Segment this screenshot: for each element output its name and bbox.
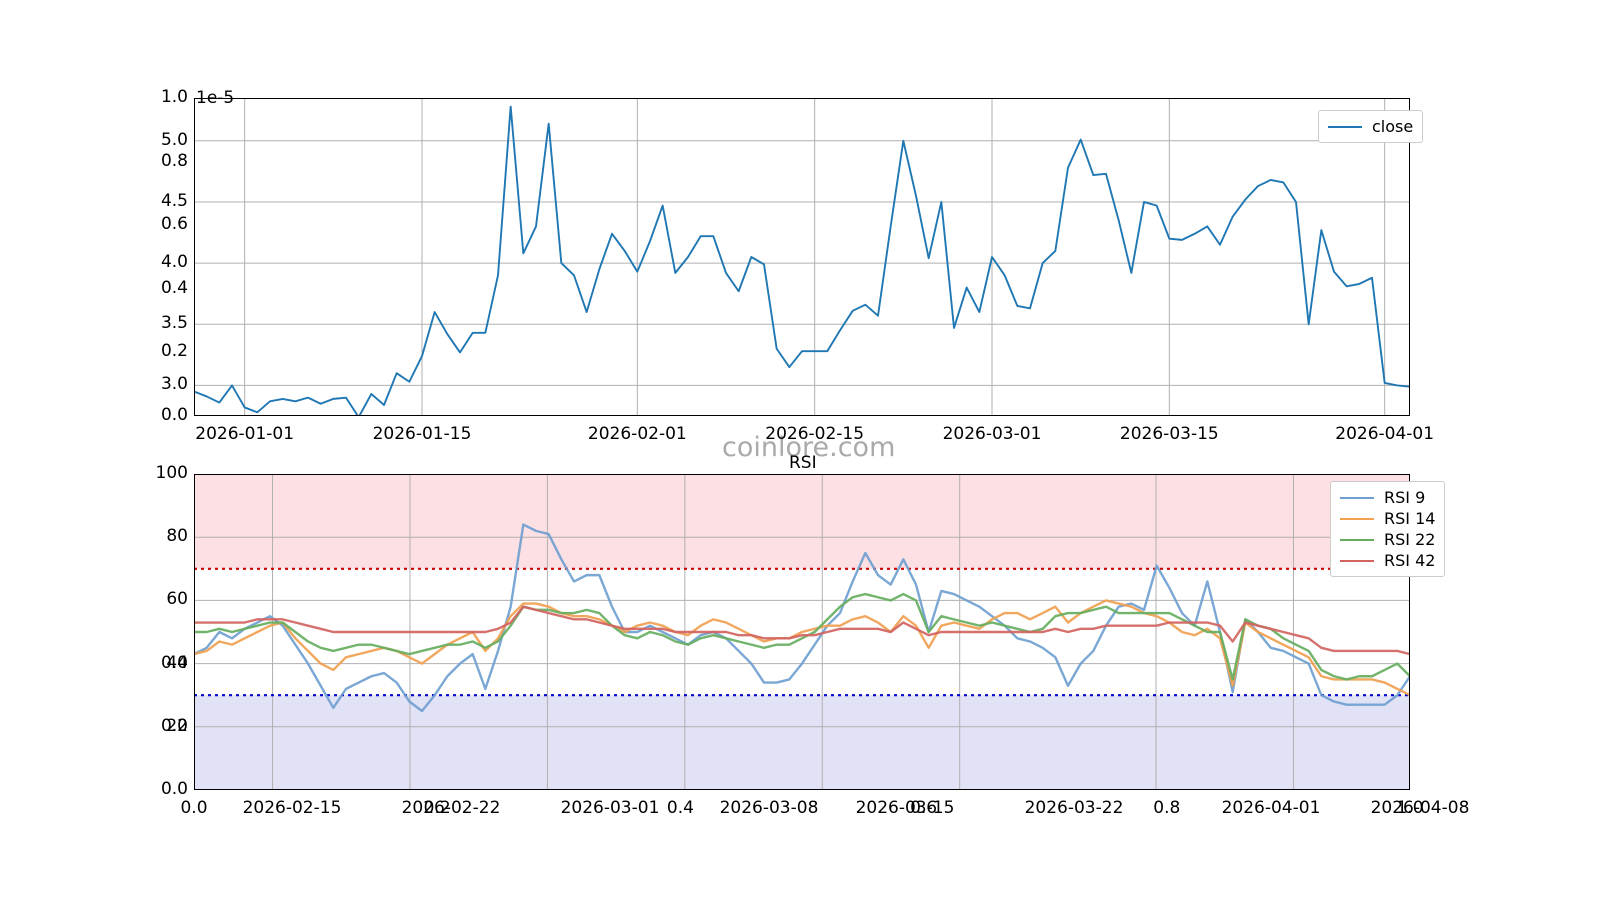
price-xtick-2026-02-01: 2026-02-01: [587, 424, 687, 444]
legend-label: RSI 9: [1384, 488, 1426, 507]
price-chart-panel: [194, 98, 1410, 416]
legend-line-swatch: [1340, 496, 1374, 499]
price-xtick-2026-03-01: 2026-03-01: [942, 424, 1042, 444]
legend-line-swatch: [1340, 559, 1374, 562]
rsi-xtick-2026-02-15: 2026-02-15: [242, 798, 342, 818]
rsi-ytick-alt-0.2: 0.2: [160, 715, 188, 736]
price-xtick-2026-01-01: 2026-01-01: [195, 424, 295, 444]
rsi-plot-area: [194, 474, 1410, 790]
legend-item-rsi-9[interactable]: RSI 9: [1340, 487, 1435, 508]
rsi-xtick-2026-02-22: 2026-02-22: [401, 798, 501, 818]
price-ytick-alt-0.8: 0.8: [160, 150, 188, 171]
rsi-xtick-num-1.0: 1.0: [1396, 798, 1424, 818]
price-xtick-2026-04-01: 2026-04-01: [1335, 424, 1435, 444]
price-xtick-2026-03-15: 2026-03-15: [1119, 424, 1219, 444]
rsi-xtick-2026-03-01: 2026-03-01: [560, 798, 660, 818]
rsi-axes-frame: [194, 474, 1410, 790]
price-ytick-4.5: 4.5: [160, 190, 188, 211]
legend-item-close[interactable]: close: [1328, 116, 1413, 137]
legend-label: close: [1372, 117, 1414, 136]
price-ytick-4.0: 4.0: [160, 252, 188, 273]
rsi-legend[interactable]: RSI 9 RSI 14 RSI 22 RSI 42: [1330, 481, 1446, 577]
rsi-xtick-2026-04-01: 2026-04-01: [1221, 798, 1321, 818]
rsi-xtick-num-0.0: 0.0: [180, 798, 208, 818]
price-ytick-alt-0.2: 0.2: [160, 341, 188, 362]
legend-label: RSI 22: [1384, 530, 1436, 549]
price-ytick-3.5: 3.5: [160, 313, 188, 334]
price-ytick-alt-1.0: 1.0: [160, 87, 188, 107]
price-ytick-5.0: 5.0: [160, 129, 188, 150]
rsi-xtick-2026-03-22: 2026-03-22: [1024, 798, 1124, 818]
legend-label: RSI 42: [1384, 551, 1436, 570]
rsi-ytick-alt-0.4: 0.4: [160, 652, 188, 673]
rsi-xtick-num-0.8: 0.8: [1153, 798, 1181, 818]
price-legend[interactable]: close: [1318, 110, 1424, 143]
price-axes-frame: [194, 98, 1410, 416]
legend-item-rsi-14[interactable]: RSI 14: [1340, 508, 1435, 529]
rsi-xtick-2026-04-08: 2026-04-08: [1370, 798, 1470, 818]
price-xtick-2026-01-15: 2026-01-15: [372, 424, 472, 444]
rsi-panel-title: RSI: [789, 453, 817, 473]
watermark-coinlore: coinlore.com: [722, 432, 896, 463]
legend-line-swatch: [1328, 125, 1362, 128]
rsi-ytick-80: 80: [166, 526, 188, 547]
price-plot-area: [194, 98, 1410, 416]
price-ytick-alt-0.4: 0.4: [160, 277, 188, 298]
rsi-chart-panel: [194, 474, 1410, 790]
rsi-xtick-num-0.2: 0.2: [423, 798, 451, 818]
legend-item-rsi-42[interactable]: RSI 42: [1340, 550, 1435, 571]
rsi-xtick-num-0.6: 0.6: [910, 798, 938, 818]
rsi-ytick-100: 100: [155, 463, 188, 483]
legend-line-swatch: [1340, 538, 1374, 541]
rsi-ytick-alt-0.0: 0.0: [160, 779, 188, 799]
legend-label: RSI 14: [1384, 509, 1436, 528]
rsi-ytick-20: 20: [166, 715, 188, 736]
rsi-xtick-num-0.4: 0.4: [666, 798, 694, 818]
price-ytick-alt-0.6: 0.6: [160, 214, 188, 235]
rsi-xtick-2026-03-08: 2026-03-08: [719, 798, 819, 818]
legend-line-swatch: [1340, 517, 1374, 520]
legend-item-rsi-22[interactable]: RSI 22: [1340, 529, 1435, 550]
rsi-ytick-60: 60: [166, 589, 188, 610]
price-xtick-2026-02-15: 2026-02-15: [765, 424, 865, 444]
price-ytick-3.0: 3.0: [160, 374, 188, 395]
rsi-ytick-40: 40: [166, 652, 188, 673]
rsi-xtick-2026-03-15: 2026-03-15: [855, 798, 955, 818]
price-ytick-alt-0.0: 0.0: [160, 405, 188, 425]
price-y-offset-text: 1e-5: [196, 88, 235, 108]
